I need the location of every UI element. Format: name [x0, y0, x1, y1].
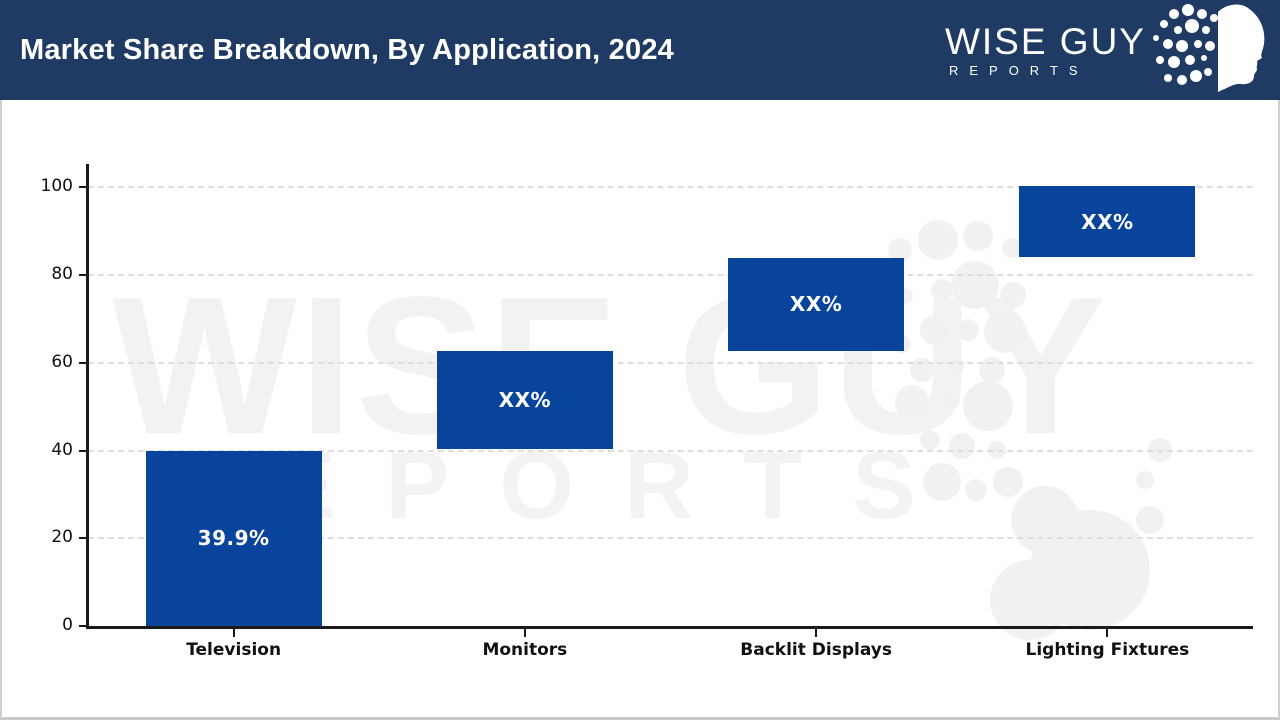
x-category-label-monitors: Monitors: [482, 640, 568, 660]
x-tick-mark: [523, 628, 526, 637]
dot-face-logo-icon: [1148, 2, 1266, 98]
x-tick-mark: [815, 628, 818, 637]
y-tick-mark: [79, 274, 88, 276]
brand-name-label: WISE GUY: [944, 21, 1146, 62]
y-tick-label: 60: [51, 351, 73, 372]
gridline-40: [88, 449, 1253, 452]
y-tick-label: 20: [51, 527, 73, 548]
gridline-20: [88, 537, 1253, 540]
x-tick-mark: [1106, 628, 1109, 637]
bar-television: 39.9%: [145, 450, 322, 626]
y-tick-label: 0: [62, 615, 73, 635]
brand-text: WISE GUY REPORTS: [945, 23, 1146, 77]
bar-backlit-displays: XX%: [728, 257, 905, 351]
bar-value-label-lighting-fixtures: XX%: [1081, 209, 1134, 234]
bar-monitors: XX%: [436, 350, 613, 450]
brand-subtitle-label: REPORTS: [948, 63, 1089, 78]
page-title: Market Share Breakdown, By Application, …: [20, 33, 674, 66]
brand-logo: WISE GUY REPORTS: [945, 2, 1266, 98]
x-category-label-backlit-displays: Backlit Displays: [740, 640, 892, 660]
bar-value-label-monitors: XX%: [498, 388, 552, 413]
y-tick-mark: [79, 537, 88, 540]
x-tick-mark: [232, 628, 235, 637]
y-tick-mark: [79, 361, 88, 364]
gridline-60: [88, 361, 1253, 364]
x-category-label-lighting-fixtures: Lighting Fixtures: [1025, 640, 1190, 660]
header-bar: Market Share Breakdown, By Application, …: [0, 0, 1280, 100]
gridline-100: [88, 186, 1253, 189]
y-tick-mark: [79, 449, 88, 452]
y-tick-mark: [79, 625, 88, 627]
y-tick-label: 80: [51, 264, 73, 284]
y-tick-label: 100: [40, 176, 73, 197]
bar-value-label-backlit-displays: XX%: [789, 292, 843, 317]
y-tick-mark: [79, 186, 88, 189]
y-axis-line: [86, 164, 89, 628]
bar-lighting-fixtures: XX%: [1019, 185, 1196, 258]
gridline-80: [88, 274, 1253, 276]
y-tick-label: 40: [51, 439, 73, 460]
x-category-label-television: Television: [186, 640, 282, 660]
bar-value-label-television: 39.9%: [197, 526, 270, 551]
x-axis-line: [86, 626, 1253, 629]
